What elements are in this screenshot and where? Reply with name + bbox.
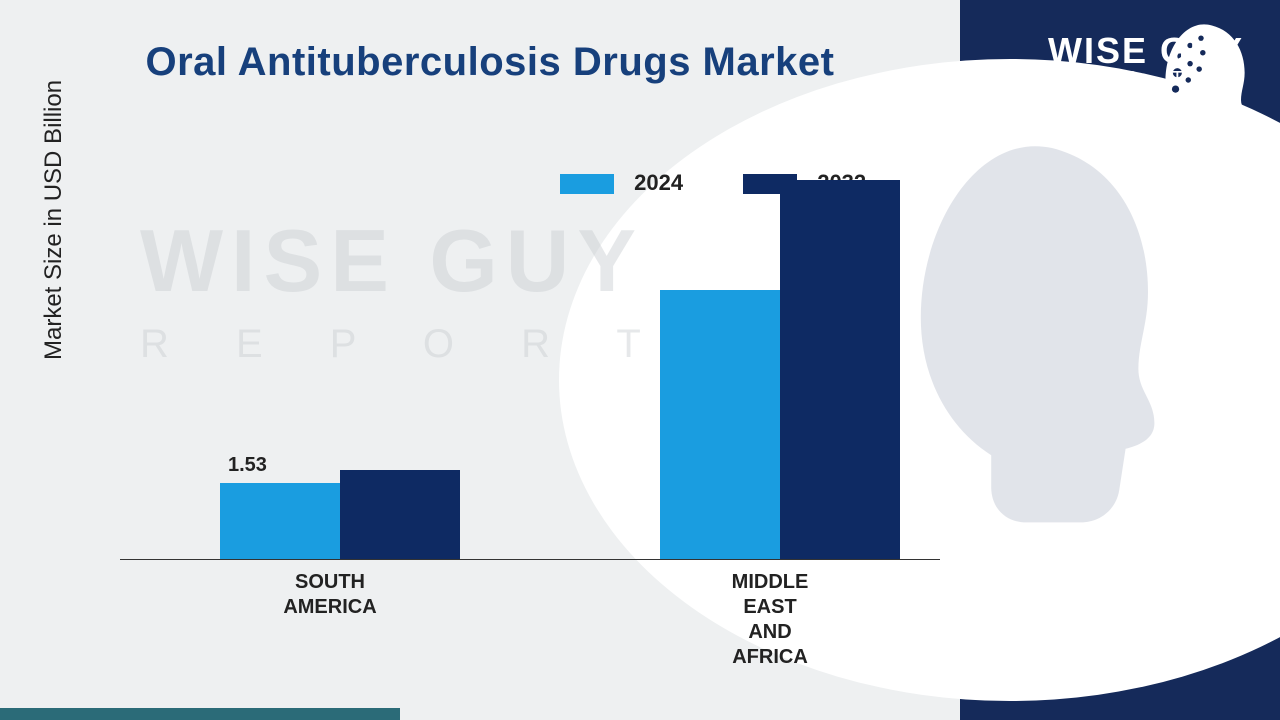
value-label-south-america-2024: 1.53 bbox=[228, 454, 267, 477]
cat-label-mea: MIDDLEEASTANDAFRICA bbox=[680, 570, 860, 670]
chart-stage: WISE GUY R E P O R T S WISE GUY R E P O … bbox=[0, 0, 1280, 720]
teal-accent-bar bbox=[0, 708, 400, 720]
bar-mea-2032 bbox=[780, 180, 900, 560]
bar-group-south-america: 1.53 bbox=[210, 470, 470, 560]
y-axis-label: Market Size in USD Billion bbox=[40, 80, 68, 360]
x-axis bbox=[120, 559, 940, 560]
bar-group-mea bbox=[650, 180, 910, 560]
bar-south-america-2024 bbox=[220, 483, 340, 560]
cat-label-south-america: SOUTHAMERICA bbox=[240, 570, 420, 620]
page-title: Oral Antituberculosis Drugs Market bbox=[0, 40, 980, 85]
bar-mea-2024 bbox=[660, 290, 780, 560]
plot-area: 1.53 SOUTHAMERICA MIDDLEEASTANDAFRICA bbox=[120, 160, 940, 560]
bar-south-america-2032 bbox=[340, 470, 460, 560]
